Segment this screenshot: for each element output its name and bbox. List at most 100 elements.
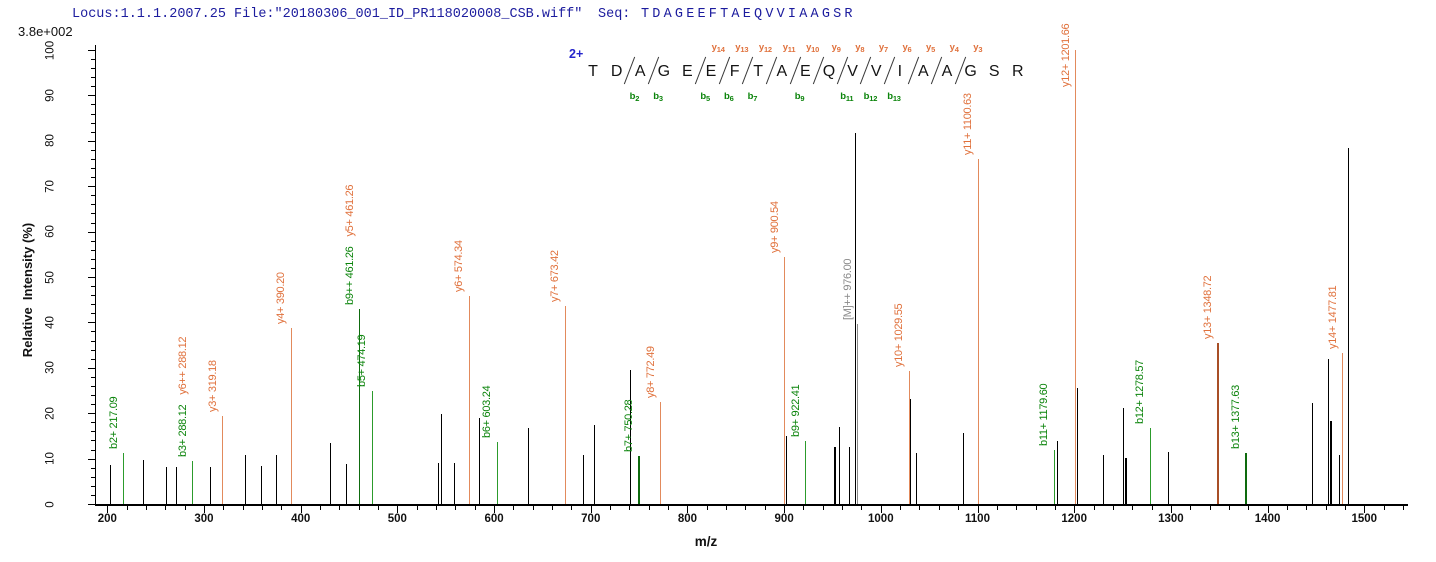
peak-line (594, 425, 596, 504)
peak-line (1311, 402, 1313, 504)
y-major-tick (88, 458, 95, 460)
y-minor-tick (91, 431, 95, 433)
peak-line-b (1053, 449, 1055, 504)
sequence-residue: E (682, 63, 693, 80)
x-minor-tick (938, 506, 940, 510)
y-minor-tick (91, 385, 95, 387)
y-tick-label: 40 (44, 316, 57, 329)
peak-label: y11+ 1100.63 (962, 94, 974, 156)
sequence-residue: D (610, 63, 623, 80)
x-minor-tick (764, 506, 766, 510)
x-minor-tick (571, 506, 573, 510)
peak-label-text: y7+ 673.42 (549, 250, 562, 303)
y-minor-tick (91, 122, 95, 124)
peak-line-b (496, 441, 498, 504)
peak-label-text: y14+ 1477.81 (1326, 285, 1339, 349)
y-minor-tick (91, 258, 95, 260)
y-major-tick (88, 322, 95, 324)
peak-label-text: b9++ 461.26 (343, 246, 356, 305)
b-ion-marker: b6 (724, 91, 734, 103)
peak-line (210, 467, 212, 504)
x-tick-label: 900 (774, 513, 794, 525)
peak-line-b-dark (359, 308, 361, 504)
sequence-residue: E (800, 63, 811, 80)
y-major-tick (88, 277, 95, 278)
sequence-residue: V (847, 63, 858, 80)
y-minor-tick (91, 68, 95, 70)
y-major-tick (88, 367, 95, 369)
sequence-prefix-label: Seq: (598, 7, 631, 22)
x-major-tick (397, 506, 399, 513)
peak-line-b (123, 452, 125, 504)
x-minor-tick (803, 506, 805, 510)
peak-label-text: b9+ 922.41 (789, 384, 802, 437)
peak-line (963, 432, 965, 504)
y-minor-tick (91, 204, 95, 206)
peak-label: b12+ 1278.57 (1134, 360, 1146, 424)
x-minor-tick (1151, 506, 1153, 510)
peak-label: y4+ 390.20 (275, 272, 287, 324)
sequence-residue: A (941, 63, 953, 80)
peak-label: y13+ 1348.72 (1202, 275, 1214, 338)
x-axis-title: m/z (694, 534, 718, 549)
x-major-tick (1267, 506, 1269, 513)
y-ion-marker: y10 (806, 42, 820, 54)
sequence-residue: Q (822, 63, 836, 80)
peak-label-text: b3+ 288.12 (176, 404, 189, 457)
sequence-value-text: TDAGEEFTAEQVVIAAGSR (641, 7, 856, 22)
x-minor-tick (145, 506, 147, 510)
peak-line (1102, 454, 1104, 504)
peak-line-y (660, 401, 662, 504)
y-minor-tick (91, 358, 95, 360)
y-minor-tick (91, 113, 95, 115)
peak-line-y-dark (1216, 342, 1219, 504)
peak-line (848, 447, 850, 504)
peak-line (109, 464, 111, 504)
peak-label-text: y12+ 1201.66 (1059, 23, 1072, 87)
y-minor-tick (91, 86, 95, 88)
locus-file-text: Locus:1.1.1.2007.25 File:"20180306_001_I… (72, 7, 583, 22)
y-tick-label: 30 (44, 361, 57, 375)
peak-label: b13+ 1377.63 (1230, 385, 1242, 449)
peak-label: b6+ 603.24 (481, 385, 493, 437)
y-minor-tick (91, 59, 95, 61)
y-major-tick (88, 504, 95, 505)
peak-line (910, 399, 912, 504)
peak-line (95, 467, 97, 504)
peak-line (1328, 358, 1330, 504)
peak-line (165, 467, 167, 504)
y-minor-tick (91, 340, 95, 342)
peak-label: y10+ 1029.55 (893, 303, 906, 367)
y-ion-marker: y11 (782, 42, 796, 54)
y-minor-tick (91, 395, 95, 397)
y-minor-tick (91, 331, 95, 333)
x-minor-tick (1209, 506, 1211, 510)
peak-label: b11+ 1179.60 (1038, 383, 1050, 445)
x-minor-tick (532, 506, 534, 510)
y-tick-label: 60 (44, 225, 57, 238)
peak-line-y (468, 296, 470, 504)
y-minor-tick (91, 158, 95, 160)
x-major-tick (494, 506, 496, 513)
x-tick-label: 800 (677, 513, 698, 525)
peak-line-y (784, 257, 786, 504)
peak-line (245, 454, 247, 504)
x-minor-tick (1402, 506, 1404, 510)
peak-label: b7+ 750.28 (623, 400, 635, 452)
peak-line-b (371, 390, 373, 504)
x-minor-tick (165, 506, 167, 510)
x-minor-tick (1016, 506, 1018, 510)
x-minor-tick (1228, 506, 1230, 510)
x-major-tick (107, 506, 109, 513)
peak-label: b2+ 217.09 (108, 396, 120, 448)
x-minor-tick (320, 506, 322, 510)
b-ion-marker: b7 (747, 91, 758, 103)
x-minor-tick (474, 506, 476, 510)
x-major-tick (1364, 506, 1366, 513)
x-tick-label: 700 (581, 513, 601, 525)
y-minor-tick (91, 267, 95, 269)
x-tick-label: 1500 (1351, 513, 1378, 525)
x-axis-line (95, 504, 1408, 506)
peak-label-text: y10+ 1029.55 (893, 303, 906, 367)
y-axis-line (95, 45, 96, 506)
